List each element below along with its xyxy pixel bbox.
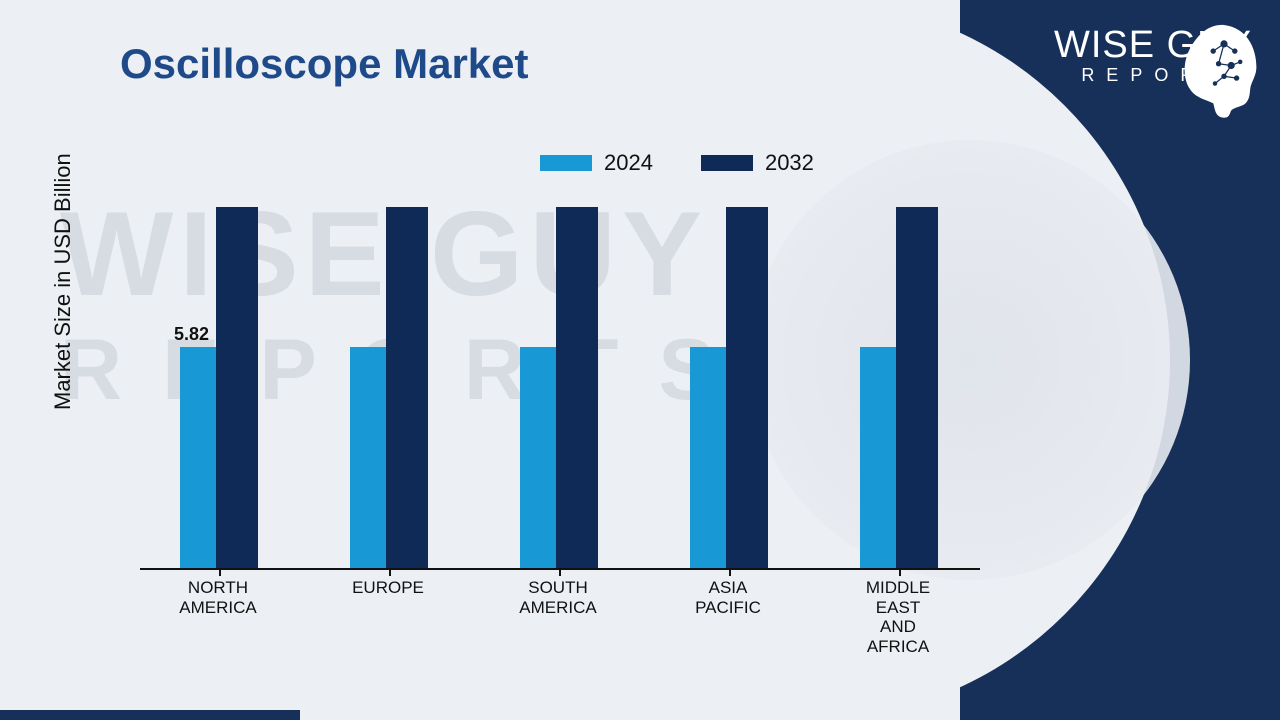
x-axis-category-label: EUROPE bbox=[328, 578, 448, 598]
footer-accent-bar bbox=[0, 710, 300, 720]
x-tick bbox=[729, 568, 731, 576]
bar-group bbox=[860, 207, 960, 568]
x-axis-category-label: NORTHAMERICA bbox=[158, 578, 278, 617]
x-axis-category-label: SOUTHAMERICA bbox=[498, 578, 618, 617]
legend: 2024 2032 bbox=[540, 150, 814, 176]
x-axis-labels: NORTHAMERICA EUROPE SOUTHAMERICA ASIAPACIFI… bbox=[140, 578, 980, 688]
bar bbox=[556, 207, 598, 568]
bar-group bbox=[350, 207, 450, 568]
bar-group bbox=[180, 207, 280, 568]
bar-value-label: 5.82 bbox=[174, 324, 209, 345]
legend-label-2032: 2032 bbox=[765, 150, 814, 176]
legend-swatch-2024 bbox=[540, 155, 592, 171]
bar-group bbox=[690, 207, 790, 568]
brand-head-icon bbox=[1170, 20, 1260, 120]
legend-item-2024: 2024 bbox=[540, 150, 653, 176]
chart-title: Oscilloscope Market bbox=[120, 40, 529, 88]
x-tick bbox=[389, 568, 391, 576]
bar-group bbox=[520, 207, 620, 568]
legend-item-2032: 2032 bbox=[701, 150, 814, 176]
y-axis-label: Market Size in USD Billion bbox=[50, 153, 76, 410]
x-axis-category-label: MIDDLEEASTANDAFRICA bbox=[838, 578, 958, 656]
canvas: WISE GUY REPORTS Oscilloscope Market WIS… bbox=[0, 0, 1280, 720]
bar bbox=[386, 207, 428, 568]
x-axis-category-label: ASIAPACIFIC bbox=[668, 578, 788, 617]
legend-label-2024: 2024 bbox=[604, 150, 653, 176]
chart-area: Market Size in USD Billion 2024 2032 5.8… bbox=[60, 150, 980, 690]
bar bbox=[726, 207, 768, 568]
x-tick bbox=[219, 568, 221, 576]
legend-swatch-2032 bbox=[701, 155, 753, 171]
x-tick bbox=[559, 568, 561, 576]
bar bbox=[896, 207, 938, 568]
bar bbox=[216, 207, 258, 568]
x-tick bbox=[899, 568, 901, 576]
plot-area: 5.82 bbox=[140, 190, 980, 570]
